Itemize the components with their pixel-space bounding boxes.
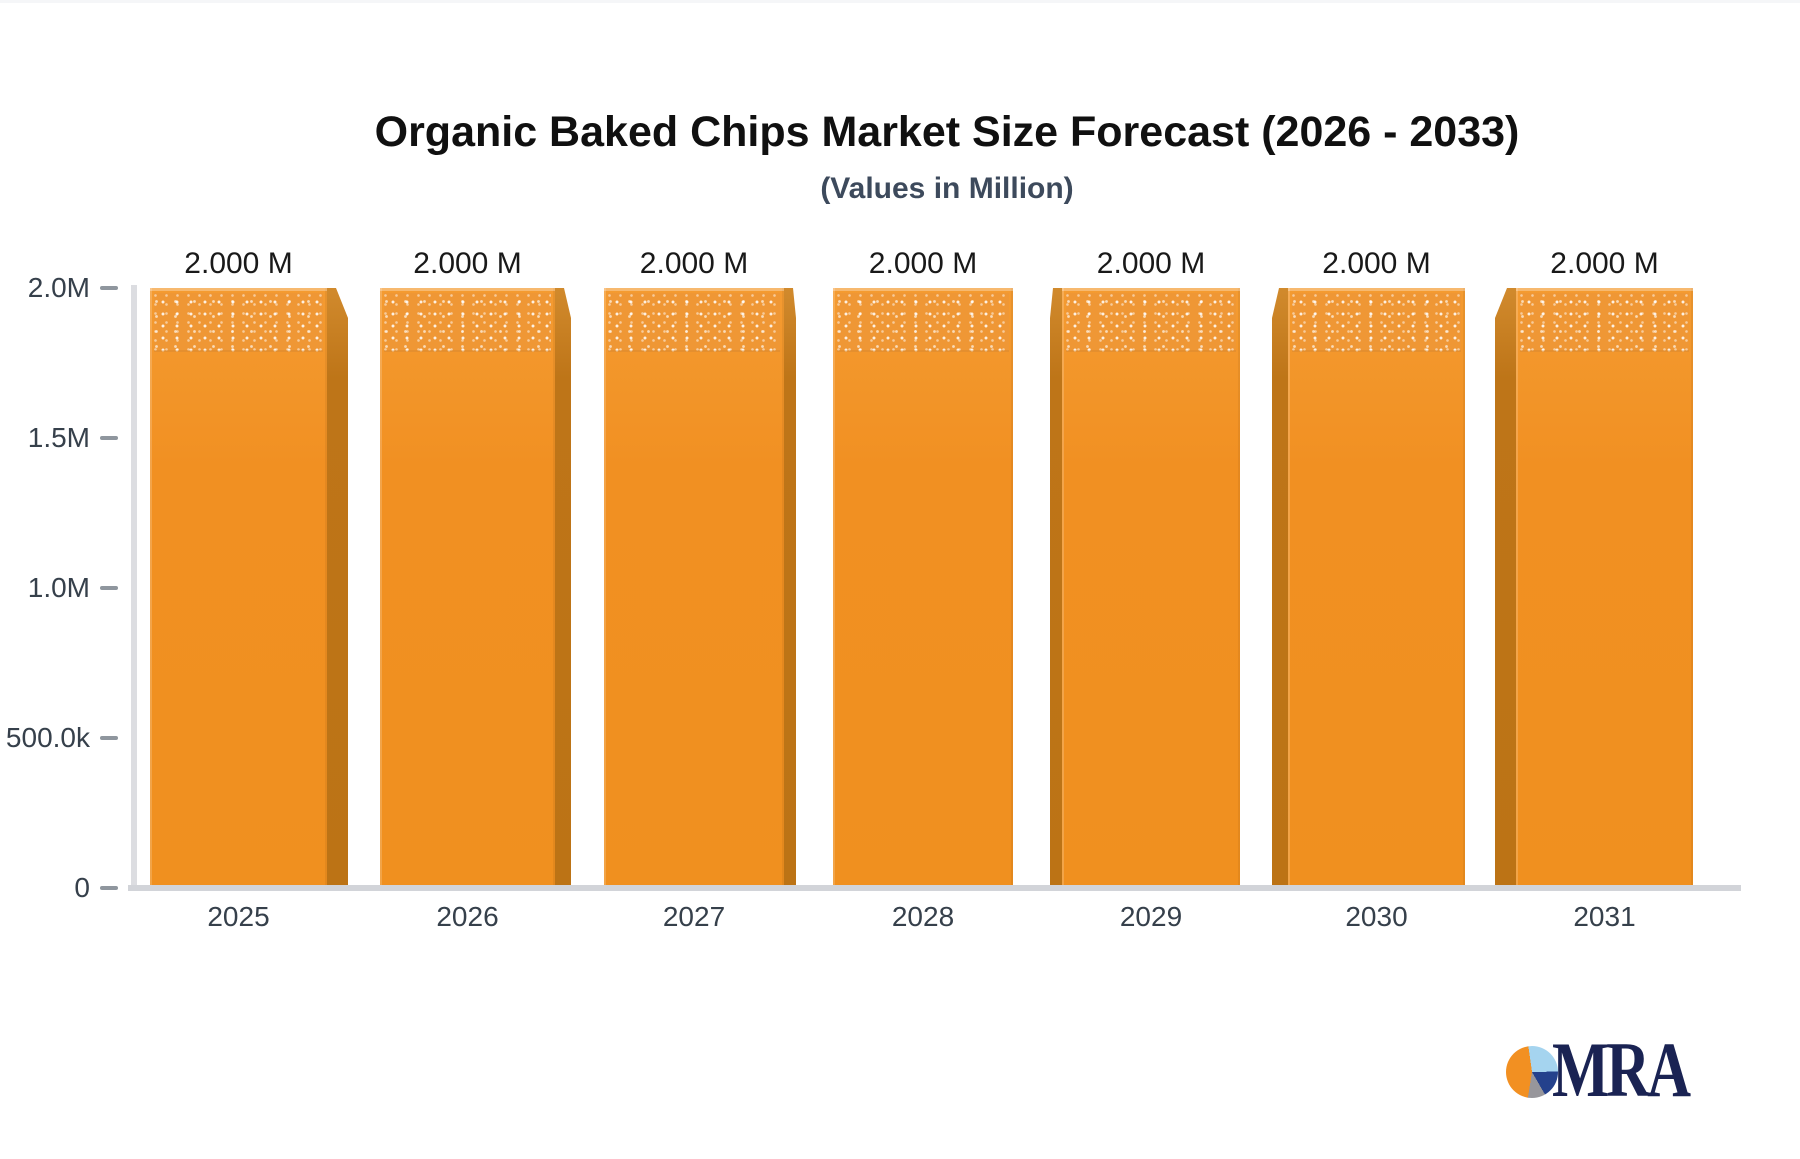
bar-speckle-texture bbox=[384, 293, 551, 352]
y-axis-tick-label: 1.5M bbox=[27, 422, 90, 453]
bar-value-label: 2.000 M bbox=[868, 247, 978, 280]
bar-2026[interactable] bbox=[380, 288, 555, 888]
y-axis-tick-mark bbox=[100, 736, 118, 740]
bar-3d-side-2025 bbox=[327, 288, 348, 888]
bar-speckle-texture bbox=[154, 293, 323, 352]
y-axis-tick-label: 500.0k bbox=[5, 722, 90, 753]
bar-speckle-texture bbox=[1292, 293, 1461, 352]
bar-value-label: 2.000 M bbox=[1550, 247, 1659, 280]
bar-value-label: 2.000 M bbox=[1096, 247, 1206, 280]
bar-speckle-texture bbox=[1066, 293, 1236, 352]
x-axis-label-2027: 2027 bbox=[662, 901, 726, 932]
x-axis-label-2029: 2029 bbox=[1119, 901, 1183, 932]
bar-3d-side-2026 bbox=[555, 288, 571, 888]
bar-2025[interactable] bbox=[150, 288, 327, 888]
y-axis-tick-mark bbox=[100, 586, 118, 590]
bar-3d-side-2027 bbox=[784, 288, 796, 888]
y-axis-tick-label: 1.0M bbox=[27, 572, 90, 603]
brand-logo: MRA bbox=[1500, 1023, 1760, 1123]
y-axis-tick-label: 0 bbox=[74, 872, 90, 903]
logo-text: MRA bbox=[1552, 1026, 1691, 1113]
bar-2029[interactable] bbox=[1062, 288, 1240, 888]
bar-value-label: 2.000 M bbox=[184, 247, 293, 280]
x-axis-label-2025: 2025 bbox=[207, 901, 270, 932]
y-axis-line bbox=[131, 285, 137, 891]
bar-value-label: 2.000 M bbox=[413, 247, 522, 280]
x-axis-label-2026: 2026 bbox=[436, 901, 499, 932]
bar-value-label: 2.000 M bbox=[639, 247, 749, 280]
bar-2028[interactable] bbox=[833, 288, 1013, 888]
x-axis-label-2031: 2031 bbox=[1573, 901, 1636, 932]
y-axis-tick-mark bbox=[100, 436, 118, 440]
bar-2031[interactable] bbox=[1516, 288, 1693, 888]
pie-chart-icon bbox=[1506, 1046, 1558, 1098]
bar-speckle-texture bbox=[1520, 293, 1689, 352]
bar-2030[interactable] bbox=[1288, 288, 1465, 888]
bar-3d-side-2031 bbox=[1495, 288, 1516, 888]
y-axis-tick-mark bbox=[100, 886, 118, 890]
x-axis-label-2030: 2030 bbox=[1345, 901, 1408, 932]
x-axis-baseline bbox=[128, 885, 1741, 891]
bar-speckle-texture bbox=[608, 293, 780, 352]
bar-speckle-texture bbox=[837, 293, 1009, 352]
x-axis-label-2028: 2028 bbox=[891, 901, 955, 932]
bar-3d-side-2030 bbox=[1272, 288, 1288, 888]
chart-subtitle: (Values in Million) bbox=[820, 172, 1074, 205]
y-axis-tick-mark bbox=[100, 286, 118, 290]
bar-3d-side-2029 bbox=[1050, 288, 1062, 888]
bar-value-label: 2.000 M bbox=[1322, 247, 1431, 280]
bar-2027[interactable] bbox=[604, 288, 784, 888]
y-axis-tick-label: 2.0M bbox=[27, 272, 90, 303]
chart-title: Organic Baked Chips Market Size Forecast… bbox=[374, 108, 1520, 156]
